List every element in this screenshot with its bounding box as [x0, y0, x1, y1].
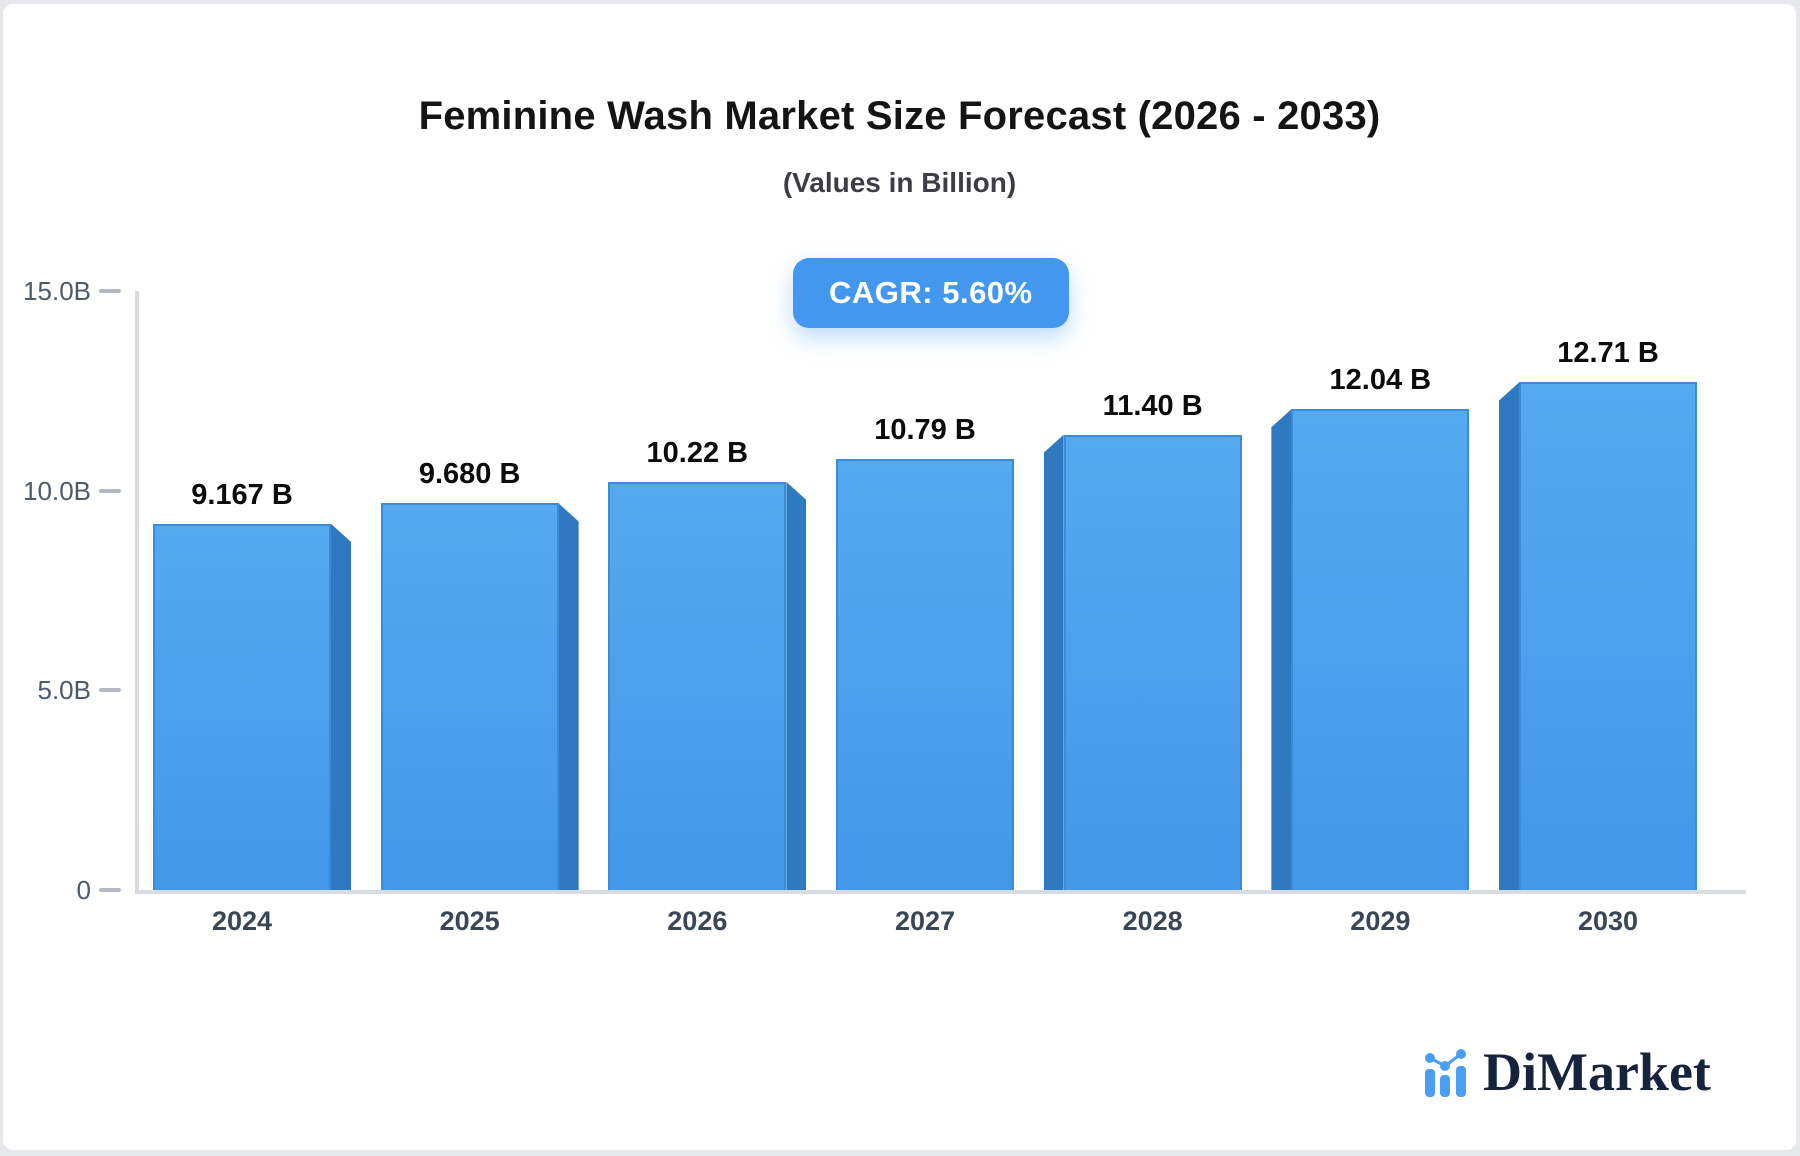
x-axis-label-2028: 2028 — [1122, 906, 1183, 936]
x-axis-label-2027: 2027 — [894, 906, 956, 936]
bar-2026 — [608, 481, 787, 890]
bar-value-label: 12.71 B — [1557, 337, 1659, 370]
bar-2028 — [1063, 434, 1242, 890]
y-tick-label: 5.0B — [37, 675, 92, 706]
bar-chart-plot-area: 15.0B 10.0B 5.0B 0 9.167 B 2024 9.680 B 2025 10.… — [23, 276, 1746, 936]
bar-2030 — [1519, 382, 1698, 890]
bar-value-label: 10.79 B — [874, 414, 976, 447]
chart-subtitle: (Values in Billion) — [782, 167, 1017, 198]
bar-value-label: 9.167 B — [191, 478, 293, 511]
x-axis-label-2026: 2026 — [667, 906, 728, 936]
bar-value-label: 10.22 B — [646, 436, 749, 469]
dimarket-logo: DiMarket — [1423, 1042, 1711, 1102]
x-axis-baseline — [135, 890, 1746, 894]
bar-side-face-2029 — [1271, 409, 1292, 890]
x-axis-label-2025: 2025 — [439, 906, 500, 936]
dimarket-logo-text: DiMarket — [1483, 1042, 1711, 1102]
y-tick-label: 0 — [76, 875, 91, 905]
bar-chart-logo-icon — [1425, 1049, 1466, 1097]
x-axis-label-2029: 2029 — [1350, 906, 1411, 936]
bar-value-label: 11.40 B — [1102, 389, 1203, 422]
x-axis-label-2030: 2030 — [1577, 906, 1639, 936]
cagr-badge: CAGR: 5.60% — [793, 258, 1069, 328]
x-axis-label-2024: 2024 — [211, 906, 273, 936]
y-tick-label: 15.0B — [23, 276, 91, 306]
bar-side-face-2030 — [1499, 382, 1520, 890]
bar-2024 — [153, 523, 331, 890]
bar-value-label: 12.04 B — [1329, 364, 1432, 397]
bar-2025 — [380, 503, 559, 890]
y-axis-line — [135, 291, 139, 894]
y-tick-mark — [99, 688, 121, 693]
bar-2027 — [836, 459, 1014, 890]
bar-side-face-2024 — [331, 523, 351, 890]
bar-value-label: 9.680 B — [418, 458, 521, 491]
chart-card: Feminine Wash Market Size Forecast (2026… — [3, 4, 1796, 1150]
chart-title: Feminine Wash Market Size Forecast (2026… — [418, 94, 1381, 138]
y-tick-mark — [99, 888, 121, 892]
bar-side-face-2025 — [558, 503, 579, 890]
y-tick-mark — [99, 488, 121, 493]
bar-side-face-2026 — [786, 481, 807, 890]
bar-2029 — [1291, 409, 1470, 890]
y-tick-mark — [99, 289, 121, 293]
bar-side-face-2028 — [1043, 434, 1064, 890]
y-tick-label: 10.0B — [23, 475, 91, 506]
